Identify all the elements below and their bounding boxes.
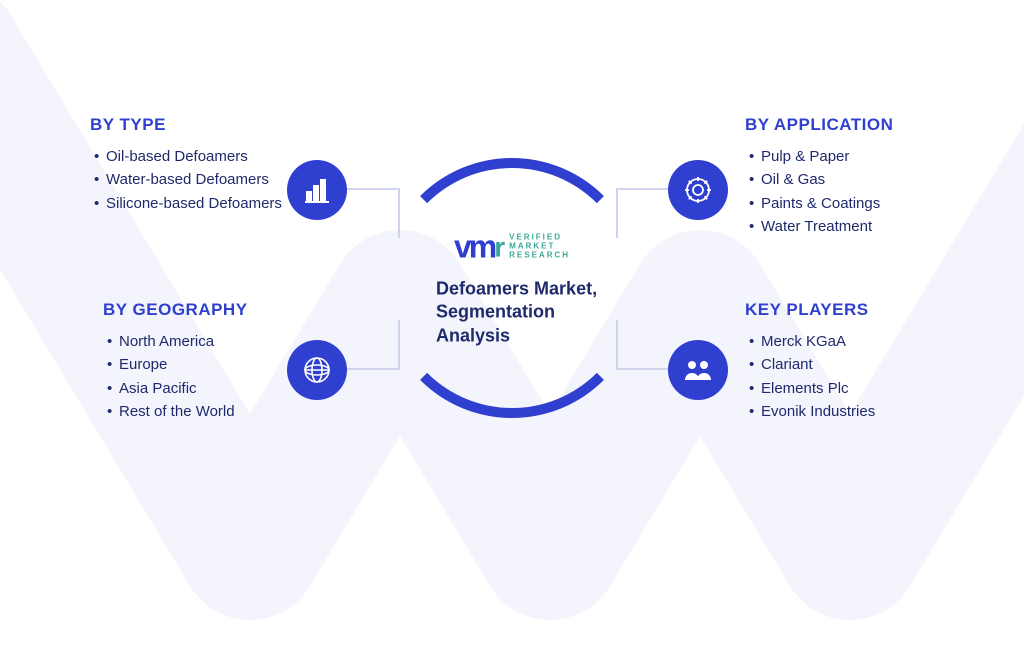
section-list: North AmericaEuropeAsia PacificRest of t… [103,330,313,423]
list-item: Water Treatment [749,215,955,238]
section-heading: BY GEOGRAPHY [103,300,313,320]
section-by-geography: BY GEOGRAPHY North AmericaEuropeAsia Pac… [103,300,313,423]
list-item: Elements Plc [749,377,955,400]
section-heading: BY APPLICATION [745,115,955,135]
gear-icon [668,160,728,220]
logo-accent: r [494,231,505,263]
list-item: Clariant [749,353,955,376]
list-item: Oil & Gas [749,168,955,191]
list-item: Rest of the World [107,400,313,423]
infographic-container: vm r VERIFIED MARKET RESEARCH Defoamers … [0,0,1024,576]
section-list: Pulp & PaperOil & GasPaints & CoatingsWa… [745,145,955,238]
list-item: Europe [107,353,313,376]
section-key-players: KEY PLAYERS Merck KGaAClariantElements P… [745,300,955,423]
logo-text: VERIFIED MARKET RESEARCH [509,234,570,260]
section-list: Oil-based DefoamersWater-based Defoamers… [90,145,300,215]
section-heading: BY TYPE [90,115,300,135]
list-item: Silicone-based Defoamers [94,192,300,215]
section-heading: KEY PLAYERS [745,300,955,320]
list-item: Oil-based Defoamers [94,145,300,168]
list-item: Evonik Industries [749,400,955,423]
hub-content: vm r VERIFIED MARKET RESEARCH Defoamers … [422,228,602,347]
list-item: Asia Pacific [107,377,313,400]
logo-line: RESEARCH [509,251,570,260]
people-icon [668,340,728,400]
list-item: North America [107,330,313,353]
list-item: Merck KGaA [749,330,955,353]
section-by-type: BY TYPE Oil-based DefoamersWater-based D… [90,115,300,215]
list-item: Pulp & Paper [749,145,955,168]
section-by-application: BY APPLICATION Pulp & PaperOil & GasPain… [745,115,955,238]
list-item: Paints & Coatings [749,192,955,215]
list-item: Water-based Defoamers [94,168,300,191]
center-hub: vm r VERIFIED MARKET RESEARCH Defoamers … [382,158,642,418]
brand-logo: vm r VERIFIED MARKET RESEARCH [422,228,602,265]
hub-title: Defoamers Market, Segmentation Analysis [422,277,602,347]
section-list: Merck KGaAClariantElements PlcEvonik Ind… [745,330,955,423]
logo-mark: vm [454,228,494,265]
